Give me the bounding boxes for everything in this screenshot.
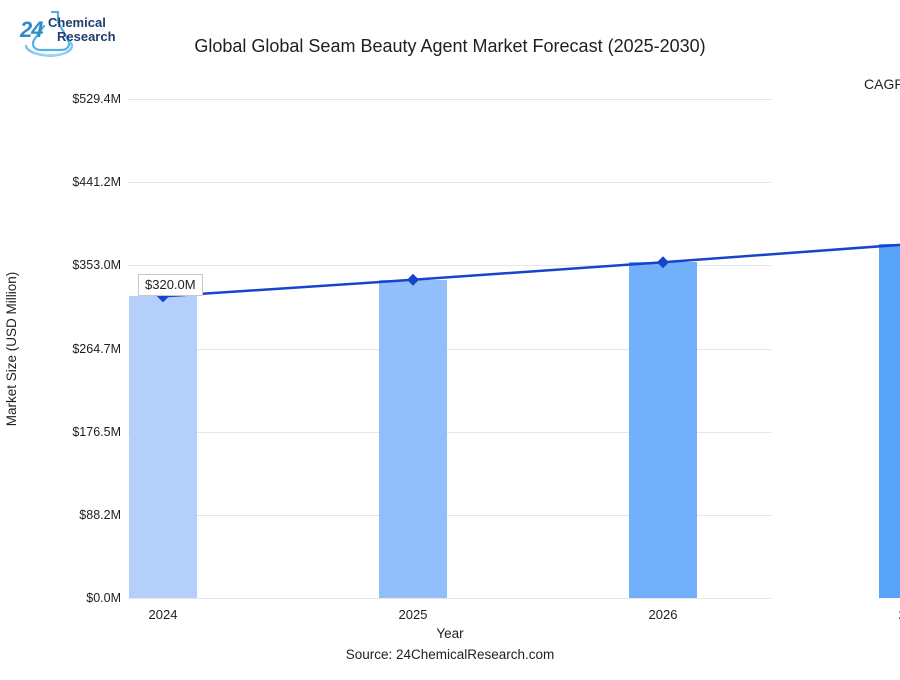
x-tick-label: 2024 — [148, 607, 178, 622]
y-tick-label: $353.0M — [72, 258, 121, 273]
gridline — [128, 348, 771, 350]
y-tick-label: $176.5M — [72, 424, 121, 439]
gridline — [128, 431, 771, 433]
x-tick-label: 2027 — [878, 606, 900, 624]
x-axis-line — [128, 598, 771, 599]
logo-number: 24 — [20, 17, 44, 42]
logo: 24 Chemical Research — [14, 8, 134, 58]
flask-icon — [24, 10, 74, 57]
x-tick-label: 2026 — [648, 607, 678, 622]
source-text: Source: 24ChemicalResearch.com — [345, 647, 555, 662]
y-tick-label: $441.2M — [72, 175, 121, 190]
chart-title: Global Global Seam Beauty Agent Market F… — [194, 36, 706, 56]
gridline — [128, 99, 771, 100]
x-tick-label: 2025 — [398, 607, 428, 622]
y-axis-title: Market Size (USD Million) — [4, 271, 19, 427]
bar-2026[interactable] — [629, 262, 697, 598]
bar-2025[interactable] — [379, 279, 447, 598]
bar-2027[interactable] — [879, 243, 900, 598]
data-point-tooltip: $320.0M — [138, 274, 203, 297]
cagr-label: CAGR — [864, 76, 900, 92]
y-tick-label: $529.4M — [72, 92, 121, 106]
logo-text-research: Research — [57, 29, 116, 44]
trend-line — [162, 243, 900, 298]
gridline — [128, 514, 771, 516]
y-tick-label: $264.7M — [72, 341, 121, 356]
y-tick-label: $88.2M — [79, 507, 121, 522]
x-axis-title: Year — [436, 626, 464, 641]
y-tick-label: $0.0M — [86, 591, 121, 605]
bar-2024[interactable] — [129, 296, 197, 598]
gridline — [128, 182, 771, 184]
logo-text-chemical: Chemical — [48, 15, 106, 30]
